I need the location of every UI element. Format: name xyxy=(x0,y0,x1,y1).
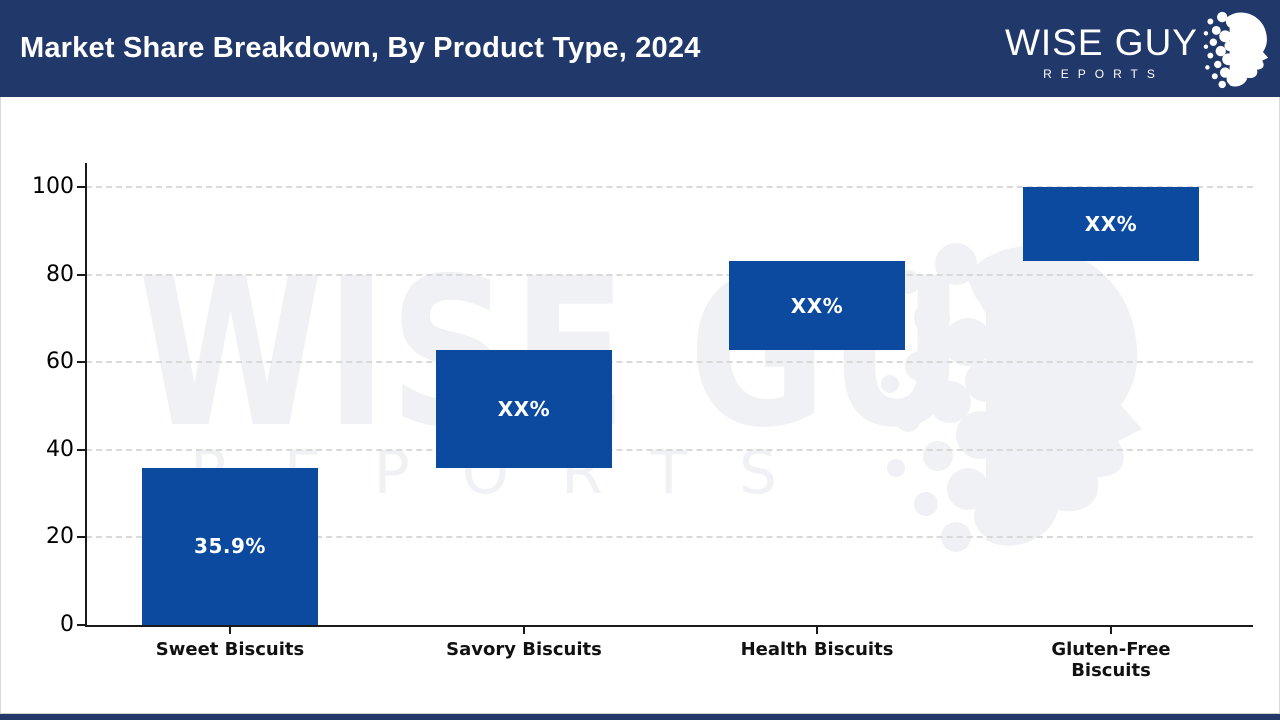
x-axis-line xyxy=(85,625,1253,627)
bar-segment: XX% xyxy=(1023,187,1199,262)
x-tick-mark xyxy=(1110,625,1112,634)
bar-value-label: XX% xyxy=(1084,212,1138,237)
bar-value-label: 35.9% xyxy=(194,534,266,559)
y-tick-mark xyxy=(77,186,85,188)
x-category-label: Health Biscuits xyxy=(740,639,894,660)
header-bar: Market Share Breakdown, By Product Type,… xyxy=(0,0,1280,97)
x-category-label: Gluten-Free Biscuits xyxy=(1051,639,1171,681)
y-tick-label: 20 xyxy=(46,524,74,550)
wiseguy-logo: WISE GUY REPORTS xyxy=(1005,8,1274,92)
y-tick-label: 100 xyxy=(32,174,74,199)
y-tick-mark xyxy=(77,448,85,451)
y-tick-label: 80 xyxy=(46,261,74,287)
y-tick-mark xyxy=(77,536,85,539)
logo-subtitle: REPORTS xyxy=(1043,66,1164,81)
gridline xyxy=(86,361,1253,364)
x-tick-mark xyxy=(523,625,525,634)
footer-bar xyxy=(0,714,1280,720)
wiseguy-head-icon xyxy=(1200,11,1274,89)
logo-wordmark: WISE GUY xyxy=(1004,21,1198,63)
bar-segment: 35.9% xyxy=(142,467,318,625)
y-tick-label: 40 xyxy=(46,436,74,462)
gridline xyxy=(86,448,1253,451)
gridline xyxy=(86,536,1253,539)
y-tick-label: 60 xyxy=(46,349,74,375)
bar-segment: XX% xyxy=(729,261,905,351)
gridline xyxy=(86,273,1253,276)
watermark-text: WISE GUY xyxy=(138,235,1090,473)
bar-segment: XX% xyxy=(436,350,612,468)
gridline xyxy=(86,186,1253,188)
y-tick-label: 0 xyxy=(60,612,74,637)
x-category-label: Sweet Biscuits xyxy=(155,639,305,660)
bar-value-label: XX% xyxy=(790,293,844,318)
y-tick-mark xyxy=(77,361,85,364)
x-tick-mark xyxy=(229,625,231,634)
bar-value-label: XX% xyxy=(497,397,551,422)
page-title: Market Share Breakdown, By Product Type,… xyxy=(20,32,701,64)
x-tick-mark xyxy=(816,625,818,634)
y-tick-mark xyxy=(77,273,85,276)
y-axis-line xyxy=(85,163,87,627)
waterfall-chart: 0 20 40 60 80 100 35.9% Sweet Biscuits XX% Savory… xyxy=(0,97,1280,714)
y-tick-mark xyxy=(77,624,85,626)
wiseguy-head-watermark-icon xyxy=(866,240,1166,555)
x-category-label: Savory Biscuits xyxy=(446,639,602,660)
